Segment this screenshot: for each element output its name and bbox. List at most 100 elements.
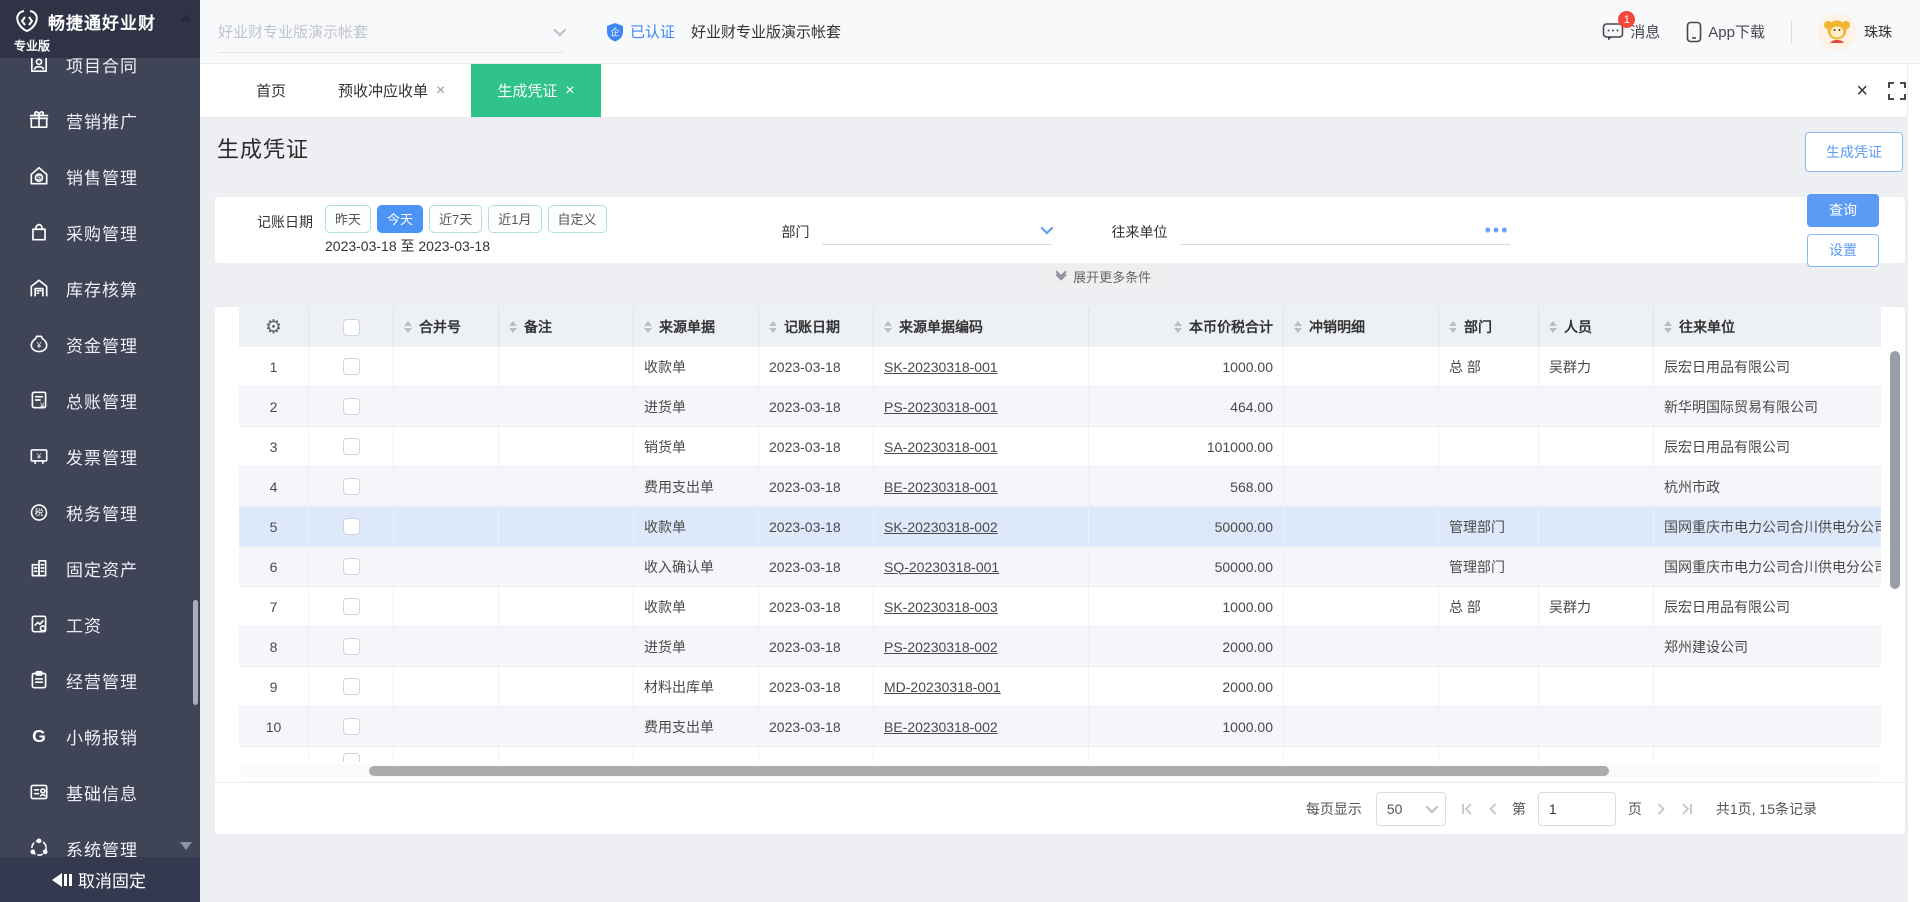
sidebar-item-purchase[interactable]: 采购管理: [0, 204, 200, 260]
table-row-9[interactable]: 9 材料出库单 2023-03-18 MD-20230318-001 2000.00: [239, 667, 1881, 707]
table-row-4[interactable]: 4 费用支出单 2023-03-18 BE-20230318-001 568.00 杭州市…: [239, 467, 1881, 507]
row-select[interactable]: [309, 507, 394, 546]
sidebar-item-inventory[interactable]: 库存核算: [0, 260, 200, 316]
select-all-checkbox[interactable]: [342, 318, 360, 336]
sidebar-item-sales[interactable]: $ 销售管理: [0, 148, 200, 204]
row-checkbox[interactable]: [342, 638, 360, 655]
sidebar-scroll-up-icon[interactable]: [180, 14, 192, 22]
sort-icon[interactable]: [509, 321, 517, 333]
source-doc-link[interactable]: BE-20230318-001: [884, 478, 998, 495]
per-page-select[interactable]: 50: [1375, 791, 1446, 826]
table-row-7[interactable]: 7 收款单 2023-03-18 SK-20230318-003 1000.00 总 部吴…: [239, 587, 1881, 627]
row-select[interactable]: [309, 427, 394, 466]
table-row-1[interactable]: 1 收款单 2023-03-18 SK-20230318-001 1000.00 总 部吴…: [239, 347, 1881, 387]
sort-icon[interactable]: [404, 321, 412, 333]
sidebar-item-invoice[interactable]: ¥ 发票管理: [0, 428, 200, 484]
table-row-5[interactable]: 5 收款单 2023-03-18 SK-20230318-002 50000.00 管理部…: [239, 507, 1881, 547]
select-all-header[interactable]: [309, 307, 394, 347]
search-button[interactable]: 查询: [1807, 193, 1879, 227]
account-selector[interactable]: 好业财专业版演示帐套: [218, 21, 567, 53]
table-row-10[interactable]: 10 费用支出单 2023-03-18 BE-20230318-002 1000.00: [239, 707, 1881, 747]
date-range-value[interactable]: 2023-03-18 至 2023-03-18: [325, 237, 491, 254]
tab-0[interactable]: 首页: [230, 64, 312, 117]
source-doc-link[interactable]: PS-20230318-002: [884, 638, 998, 655]
column-header-3[interactable]: 记账日期: [759, 307, 874, 347]
sort-icon[interactable]: [884, 321, 892, 333]
sidebar-item-funds[interactable]: ¥ 资金管理: [0, 316, 200, 372]
column-settings-header[interactable]: ⚙: [239, 307, 309, 347]
column-header-4[interactable]: 来源单据编码: [874, 307, 1089, 347]
verified-badge[interactable]: 企 已认证: [605, 21, 675, 42]
sidebar-item-basic-info[interactable]: 基础信息: [0, 764, 200, 820]
unpin-sidebar-button[interactable]: 取消固定: [0, 857, 200, 902]
sort-icon[interactable]: [769, 321, 777, 333]
column-header-1[interactable]: 备注: [499, 307, 634, 347]
generate-voucher-button[interactable]: 生成凭证: [1805, 132, 1903, 172]
user-menu[interactable]: 珠珠: [1818, 12, 1892, 51]
row-checkbox[interactable]: [342, 558, 360, 575]
sidebar-item-marketing[interactable]: 营销推广: [0, 92, 200, 148]
more-options-icon[interactable]: •••: [1484, 219, 1510, 240]
source-doc-link[interactable]: PS-20230318-001: [884, 398, 998, 415]
row-select[interactable]: [309, 667, 394, 706]
row-checkbox[interactable]: [342, 398, 360, 415]
column-header-7[interactable]: 部门: [1439, 307, 1539, 347]
sort-icon[interactable]: [1549, 321, 1557, 333]
horizontal-scrollbar-thumb[interactable]: [369, 766, 1609, 776]
source-doc-link[interactable]: SQ-20230318-001: [884, 558, 1000, 575]
row-select[interactable]: [309, 467, 394, 506]
prev-page-button[interactable]: [1486, 802, 1500, 816]
row-checkbox[interactable]: [342, 678, 360, 695]
row-select[interactable]: [309, 547, 394, 586]
row-checkbox[interactable]: [342, 718, 360, 735]
sort-icon[interactable]: [1664, 321, 1672, 333]
quick-option-4[interactable]: 自定义: [547, 204, 607, 233]
sidebar-scroll-down-icon[interactable]: [180, 842, 192, 850]
column-header-8[interactable]: 人员: [1539, 307, 1654, 347]
row-checkbox[interactable]: [342, 518, 360, 535]
next-page-button[interactable]: [1654, 802, 1668, 816]
page-number-input[interactable]: [1537, 791, 1616, 826]
column-header-9[interactable]: 往来单位: [1654, 307, 1881, 347]
settings-button[interactable]: 设置: [1807, 233, 1879, 267]
partner-input[interactable]: •••: [1179, 215, 1510, 245]
row-checkbox[interactable]: [342, 598, 360, 615]
department-select[interactable]: [821, 215, 1053, 245]
sidebar-item-expense[interactable]: G 小畅报销: [0, 708, 200, 764]
source-doc-link[interactable]: SK-20230318-003: [884, 598, 998, 615]
gear-icon[interactable]: ⚙: [264, 316, 283, 338]
sidebar-item-fixed-assets[interactable]: 固定资产: [0, 540, 200, 596]
sidebar-scrollbar[interactable]: [193, 600, 198, 705]
source-doc-link[interactable]: SK-20230318-001: [884, 358, 998, 375]
sidebar-item-tax[interactable]: 税 税务管理: [0, 484, 200, 540]
quick-option-0[interactable]: 昨天: [325, 204, 372, 233]
table-row-2[interactable]: 2 进货单 2023-03-18 PS-20230318-001 464.00 新华明国际…: [239, 387, 1881, 427]
sidebar-item-system[interactable]: 系统管理: [0, 820, 200, 857]
sidebar-item-operations[interactable]: 经营管理: [0, 652, 200, 708]
sort-icon[interactable]: [644, 321, 652, 333]
source-doc-link[interactable]: SK-20230318-002: [884, 518, 998, 535]
source-doc-link[interactable]: BE-20230318-002: [884, 718, 998, 735]
column-header-6[interactable]: 冲销明细: [1284, 307, 1439, 347]
app-download-button[interactable]: App下载: [1686, 21, 1765, 43]
source-doc-link[interactable]: SA-20230318-001: [884, 438, 998, 455]
row-checkbox[interactable]: [342, 753, 360, 762]
table-row-6[interactable]: 6 收入确认单 2023-03-18 SQ-20230318-001 50000.00 管…: [239, 547, 1881, 587]
row-checkbox[interactable]: [342, 358, 360, 375]
row-select[interactable]: [309, 747, 394, 762]
row-select[interactable]: [309, 707, 394, 746]
tab-2[interactable]: 生成凭证 ×: [471, 64, 601, 117]
row-checkbox[interactable]: [342, 438, 360, 455]
row-select[interactable]: [309, 347, 394, 386]
tab-1[interactable]: 预收冲应收单 ×: [312, 64, 471, 117]
sidebar-item-project-contract[interactable]: 项目合同: [0, 58, 200, 92]
row-select[interactable]: [309, 627, 394, 666]
sort-icon[interactable]: [1449, 321, 1457, 333]
table-row-8[interactable]: 8 进货单 2023-03-18 PS-20230318-002 2000.00 郑州建设…: [239, 627, 1881, 667]
page-scrollbar-track[interactable]: [1907, 64, 1920, 902]
row-checkbox[interactable]: [342, 478, 360, 495]
quick-option-2[interactable]: 近7天: [429, 204, 483, 233]
quick-option-1[interactable]: 今天: [377, 204, 424, 233]
sidebar-item-general-ledger[interactable]: ¥ 总账管理: [0, 372, 200, 428]
row-select[interactable]: [309, 587, 394, 626]
